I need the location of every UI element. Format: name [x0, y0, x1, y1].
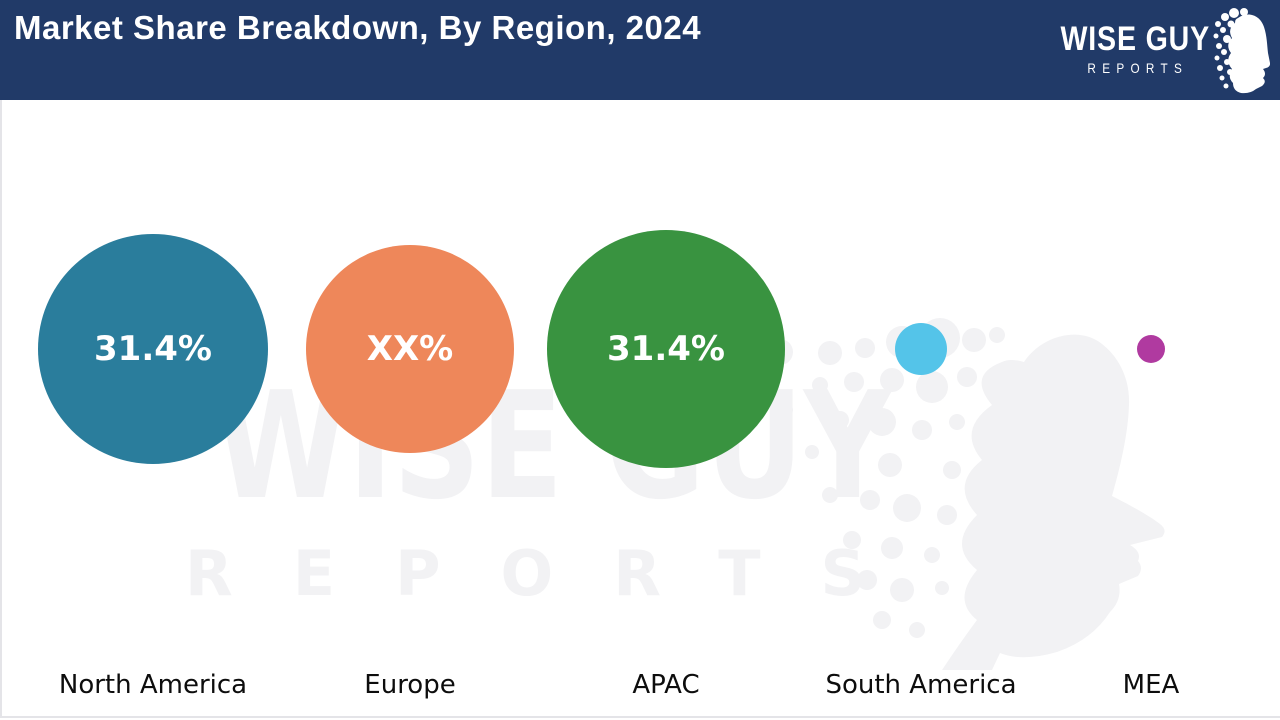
bubble-value-label-north-america: 31.4% — [94, 329, 212, 369]
logo-wordmark: WISE GUY — [1060, 20, 1210, 58]
bubble-south-america — [895, 323, 947, 375]
watermark-text-reports: REPORTS — [185, 537, 926, 610]
header-bar: Market Share Breakdown, By Region, 2024 … — [0, 0, 1280, 100]
category-label-north-america: North America — [58, 670, 248, 700]
logo-head-icon — [1213, 8, 1270, 94]
category-label-apac: APAC — [632, 670, 700, 700]
logo-subtitle: REPORTS — [1087, 60, 1189, 76]
bubble-value-label-europe: XX% — [366, 329, 454, 369]
bubble-apac: 31.4% — [547, 230, 785, 468]
category-label-south-america: South America — [825, 670, 1017, 700]
category-label-europe: Europe — [364, 670, 456, 700]
bubble-mea — [1137, 335, 1165, 363]
logo-text: WISE GUY REPORTS — [1060, 22, 1210, 76]
page-title: Market Share Breakdown, By Region, 2024 — [14, 9, 702, 46]
category-label-mea: MEA — [1122, 670, 1180, 700]
bubble-north-america: 31.4% — [38, 234, 268, 464]
bubble-europe: XX% — [306, 245, 514, 453]
wise-guy-reports-logo: WISE GUY REPORTS — [1032, 8, 1270, 94]
bubble-value-label-apac: 31.4% — [607, 329, 725, 369]
